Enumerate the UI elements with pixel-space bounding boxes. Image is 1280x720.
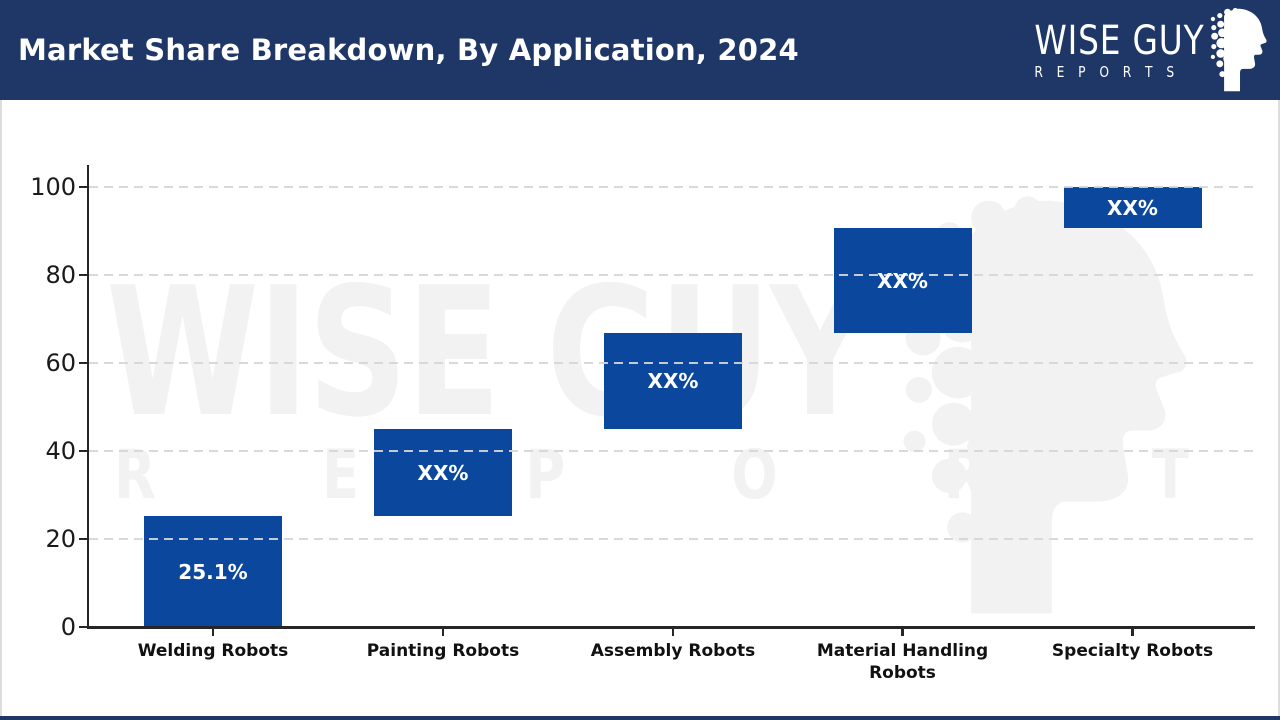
header-bar: Market Share Breakdown, By Application, … — [0, 0, 1280, 100]
gridline-100 — [89, 185, 1255, 188]
x-axis-label-welding-robots: Welding Robots — [137, 641, 289, 661]
y-tick-20 — [79, 537, 87, 540]
gridline-20 — [89, 537, 1255, 540]
x-tick-specialty-robots — [1131, 628, 1134, 636]
y-tick-label-20: 20 — [45, 524, 76, 553]
y-tick-label-40: 40 — [45, 436, 76, 465]
y-axis-spine — [86, 165, 89, 629]
y-tick-60 — [79, 361, 87, 364]
y-tick-100 — [79, 185, 87, 188]
gridline-60 — [89, 361, 1255, 364]
y-tick-80 — [79, 273, 87, 276]
y-tick-40 — [79, 449, 87, 452]
logo-text: WISE GUY R E P O R T S — [1034, 21, 1204, 80]
y-tick-label-80: 80 — [45, 260, 76, 289]
gridline-80 — [89, 273, 1255, 276]
watermark-wordmark: WISE GUY — [106, 249, 870, 456]
logo-face-icon — [1210, 7, 1267, 92]
bar-value-label-welding-robots: 25.1% — [178, 559, 248, 584]
footer-bar — [0, 716, 1280, 720]
bar-painting-robots — [374, 429, 512, 517]
bar-welding-robots — [144, 516, 282, 627]
bar-value-label-assembly-robots: XX% — [647, 369, 699, 394]
logo-wordmark: WISE GUY — [1033, 17, 1204, 64]
bar-value-label-painting-robots: XX% — [417, 460, 469, 485]
bar-specialty-robots — [1063, 186, 1202, 229]
x-tick-painting-robots — [441, 628, 445, 636]
x-axis-spine — [89, 625, 1255, 629]
y-tick-label-60: 60 — [45, 348, 76, 377]
logo-subtext: R E P O R T S — [1033, 62, 1179, 81]
x-tick-material-handling-robots — [901, 628, 904, 636]
bar-value-label-specialty-robots: XX% — [1107, 195, 1158, 220]
x-tick-welding-robots — [211, 628, 215, 636]
gridline-40 — [89, 449, 1255, 452]
y-tick-0 — [79, 626, 87, 628]
bar-assembly-robots — [604, 332, 742, 430]
x-tick-assembly-robots — [671, 628, 675, 636]
bar-material-handling-robots — [833, 228, 972, 333]
page-title: Market Share Breakdown, By Application, … — [18, 33, 799, 67]
y-tick-label-0: 0 — [60, 613, 76, 641]
y-tick-label-100: 100 — [30, 172, 76, 201]
x-axis-label-assembly-robots: Assembly Robots — [590, 641, 756, 661]
x-axis-label-painting-robots: Painting Robots — [366, 641, 520, 661]
wise-guy-logo: WISE GUY R E P O R T S — [997, 7, 1268, 93]
x-axis-label-specialty-robots: Specialty Robots — [1051, 641, 1214, 661]
chart-canvas: WISE GUY R E P O R T S 25.1%Welding Robo… — [0, 100, 1280, 716]
bar-value-label-material-handling-robots: XX% — [877, 268, 928, 293]
x-axis-label-material-handling-robots: Material Handling Robots — [816, 641, 989, 683]
